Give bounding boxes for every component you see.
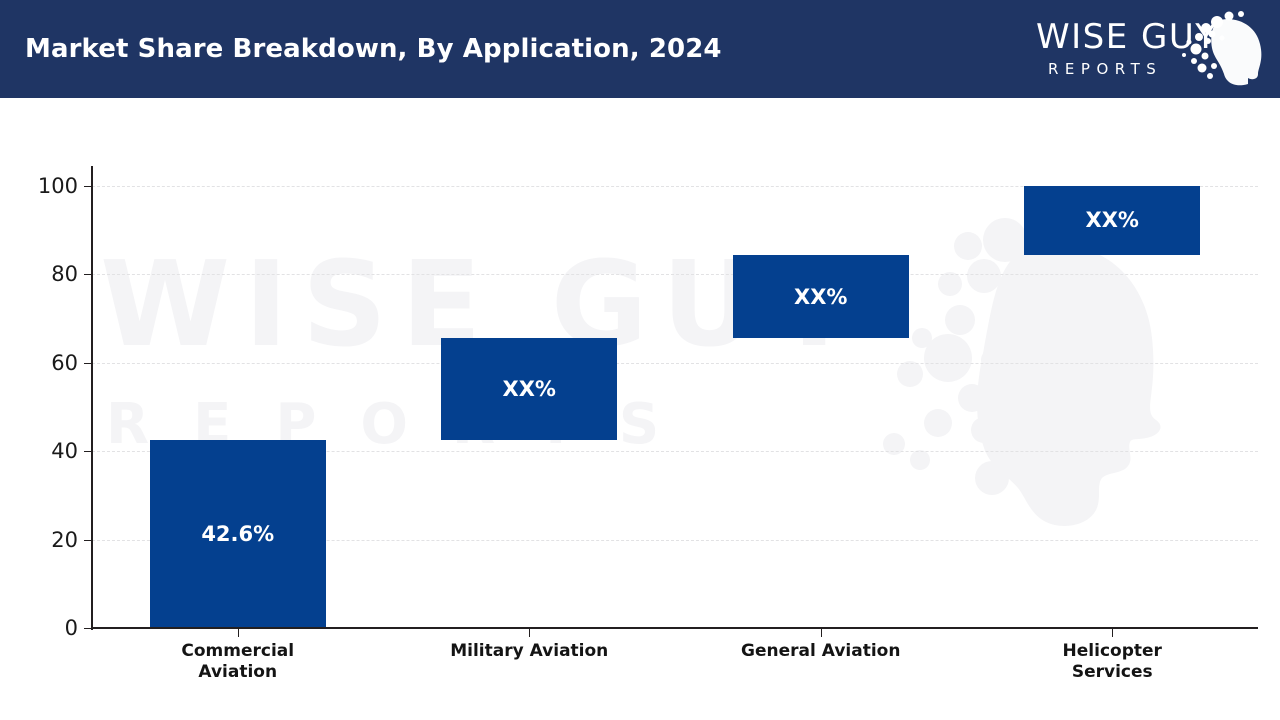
y-axis-tick-mark [84, 274, 91, 276]
y-axis-tick-label: 0 [64, 616, 78, 640]
bar-value-label: 42.6% [201, 521, 275, 546]
x-axis-category-label: Military Aviation [450, 641, 608, 662]
plot-region: 42.6% XX% XX% XX% [92, 186, 1258, 629]
wise-guy-reports-logo: WISE GUY REPORTS [1024, 8, 1274, 90]
page-title: Market Share Breakdown, By Application, … [25, 34, 722, 64]
category-label-line: Helicopter [1062, 641, 1162, 661]
bar-3[interactable] [732, 254, 909, 339]
y-axis-tick-mark [84, 362, 91, 364]
y-axis-tick-mark [84, 186, 91, 187]
chart-canvas: WISE GUY REPORTS [0, 98, 1280, 720]
gridline [92, 274, 1258, 276]
x-axis-tick-mark [529, 629, 531, 637]
y-axis-tick-mark [84, 451, 91, 453]
y-axis-tick-label: 80 [51, 262, 78, 287]
bar-2[interactable] [441, 338, 618, 440]
y-axis-tick-mark [84, 628, 91, 629]
y-axis-tick-label: 40 [51, 439, 78, 464]
bar-1[interactable] [149, 439, 326, 628]
x-axis-category-label: Helicopter Services [1063, 641, 1162, 684]
bar-value-label: XX% [794, 284, 848, 309]
header-bar: Market Share Breakdown, By Application, … [0, 0, 1280, 98]
category-label-line: Commercial [181, 641, 295, 661]
svg-text:WISE GUY: WISE GUY [1036, 17, 1218, 57]
y-axis-tick-label: 60 [51, 350, 78, 375]
gridline [92, 539, 1258, 541]
bar-value-label: XX% [1085, 208, 1139, 233]
category-label-line: General Aviation [741, 641, 901, 661]
y-axis-tick-labels: 0 20 40 60 80 100 [0, 174, 91, 640]
x-axis-line [91, 627, 1258, 630]
category-label-line: Aviation [198, 662, 278, 683]
bar-value-label: XX% [502, 377, 556, 402]
gridline [92, 362, 1258, 364]
x-axis-category-label: Commercial Aviation [181, 641, 294, 684]
gridline [92, 186, 1258, 187]
category-label-line: Military Aviation [450, 641, 609, 661]
x-axis-tick-mark [820, 629, 822, 637]
category-label-line: Services [1071, 662, 1153, 683]
y-axis-tick-label: 100 [37, 174, 78, 198]
y-axis-tick-mark [84, 539, 91, 541]
x-axis-tick-mark [237, 629, 239, 637]
x-axis-tick-mark [1112, 629, 1114, 637]
bar-4[interactable] [1024, 186, 1201, 255]
y-axis-tick-label: 20 [51, 527, 78, 552]
gridline [92, 451, 1258, 453]
y-axis-line [91, 166, 94, 630]
svg-text:REPORTS: REPORTS [1048, 60, 1162, 78]
x-axis-category-label: General Aviation [741, 641, 900, 662]
